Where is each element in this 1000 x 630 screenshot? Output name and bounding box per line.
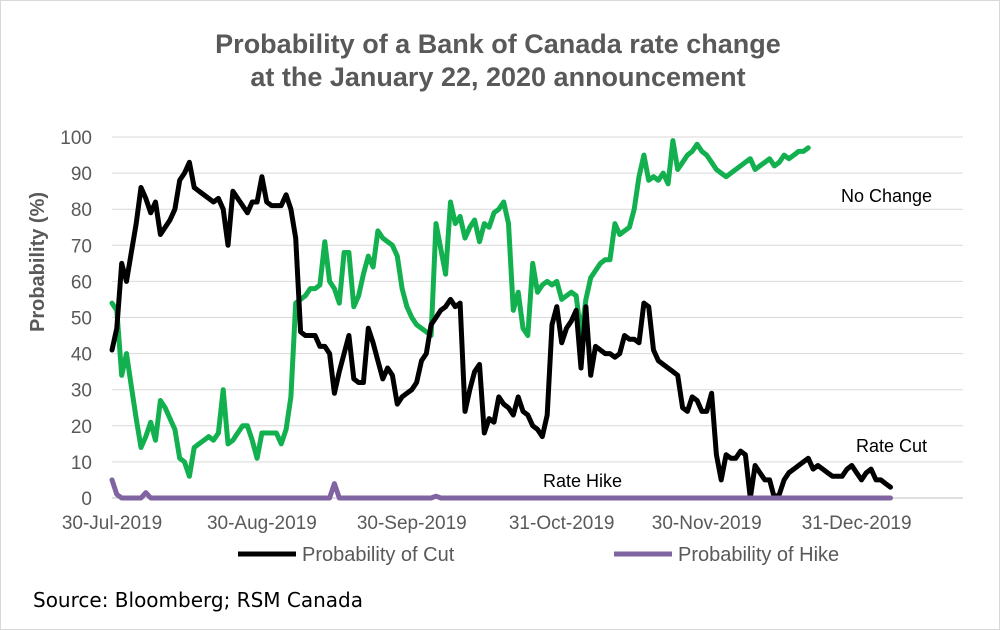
y-tick-label: 90 <box>71 164 92 185</box>
annotation-no-change: No Change <box>841 186 932 206</box>
y-axis-label: Probability (%) <box>27 192 49 332</box>
y-tick-label: 80 <box>71 200 92 221</box>
y-tick-label: 40 <box>71 345 92 366</box>
series-line-probability-of-hike <box>109 477 893 501</box>
x-tick-label: 30-Jul-2019 <box>62 513 162 534</box>
y-tick-label: 10 <box>71 453 92 474</box>
legend-label-hike: Probability of Hike <box>678 544 839 566</box>
y-tick-label: 100 <box>60 128 92 149</box>
source-note: Source: Bloomberg; RSM Canada <box>33 588 363 612</box>
y-tick-label: 20 <box>71 417 92 438</box>
y-tick-label: 70 <box>71 236 92 257</box>
annotation-rate-hike: Rate Hike <box>543 471 622 491</box>
y-tick-label: 30 <box>71 381 92 402</box>
y-tick-label: 0 <box>81 489 92 510</box>
y-axis-ticks: 0 10 20 30 40 50 60 70 80 90 100 <box>60 128 92 510</box>
x-tick-label: 30-Aug-2019 <box>207 513 317 534</box>
gridlines <box>112 136 963 499</box>
x-axis-ticks: 30-Jul-2019 30-Aug-2019 30-Sep-2019 31-Oct-… <box>62 513 912 534</box>
series-line-probability-of-cut <box>109 159 893 501</box>
x-tick-label: 31-Dec-2019 <box>802 513 912 534</box>
x-tick-label: 31-Oct-2019 <box>509 513 615 534</box>
chart-title-line-2: at the January 22, 2020 announcement <box>250 62 745 92</box>
series-line-no-change <box>109 138 811 479</box>
x-tick-label: 30-Sep-2019 <box>357 513 467 534</box>
y-tick-label: 60 <box>71 272 92 293</box>
chart-title-line-1: Probability of a Bank of Canada rate cha… <box>215 29 781 59</box>
y-tick-label: 50 <box>71 309 92 330</box>
series-lines <box>109 138 893 501</box>
legend-label-cut: Probability of Cut <box>302 544 455 566</box>
x-tick-label: 30-Nov-2019 <box>652 513 762 534</box>
annotation-rate-cut: Rate Cut <box>856 436 927 456</box>
